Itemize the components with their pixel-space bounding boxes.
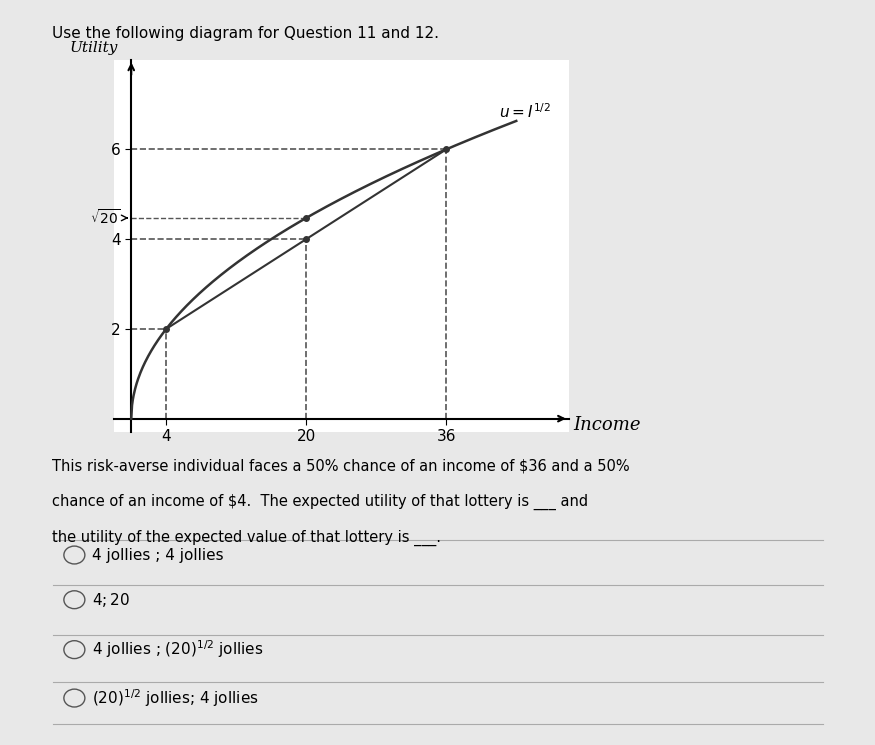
- Text: Utility: Utility: [70, 41, 118, 55]
- Text: the utility of the expected value of that lottery is ___.: the utility of the expected value of tha…: [52, 530, 442, 546]
- Text: (20)$^{1/2}$ jollies; 4 jollies: (20)$^{1/2}$ jollies; 4 jollies: [92, 687, 258, 709]
- Text: $u=I^{1/2}$: $u=I^{1/2}$: [499, 102, 550, 121]
- Text: $\sqrt{20}$: $\sqrt{20}$: [90, 209, 121, 227]
- Text: $4 ; $20: $4 ; $20: [92, 591, 130, 609]
- Text: Income: Income: [573, 416, 640, 434]
- Text: 4 jollies ; 4 jollies: 4 jollies ; 4 jollies: [92, 548, 223, 562]
- Text: chance of an income of $4.  The expected utility of that lottery is ___ and: chance of an income of $4. The expected …: [52, 494, 589, 510]
- Text: Use the following diagram for Question 11 and 12.: Use the following diagram for Question 1…: [52, 26, 439, 41]
- Text: 4 jollies ; (20)$^{1/2}$ jollies: 4 jollies ; (20)$^{1/2}$ jollies: [92, 638, 263, 661]
- Text: This risk-averse individual faces a 50% chance of an income of $36 and a 50%: This risk-averse individual faces a 50% …: [52, 458, 630, 473]
